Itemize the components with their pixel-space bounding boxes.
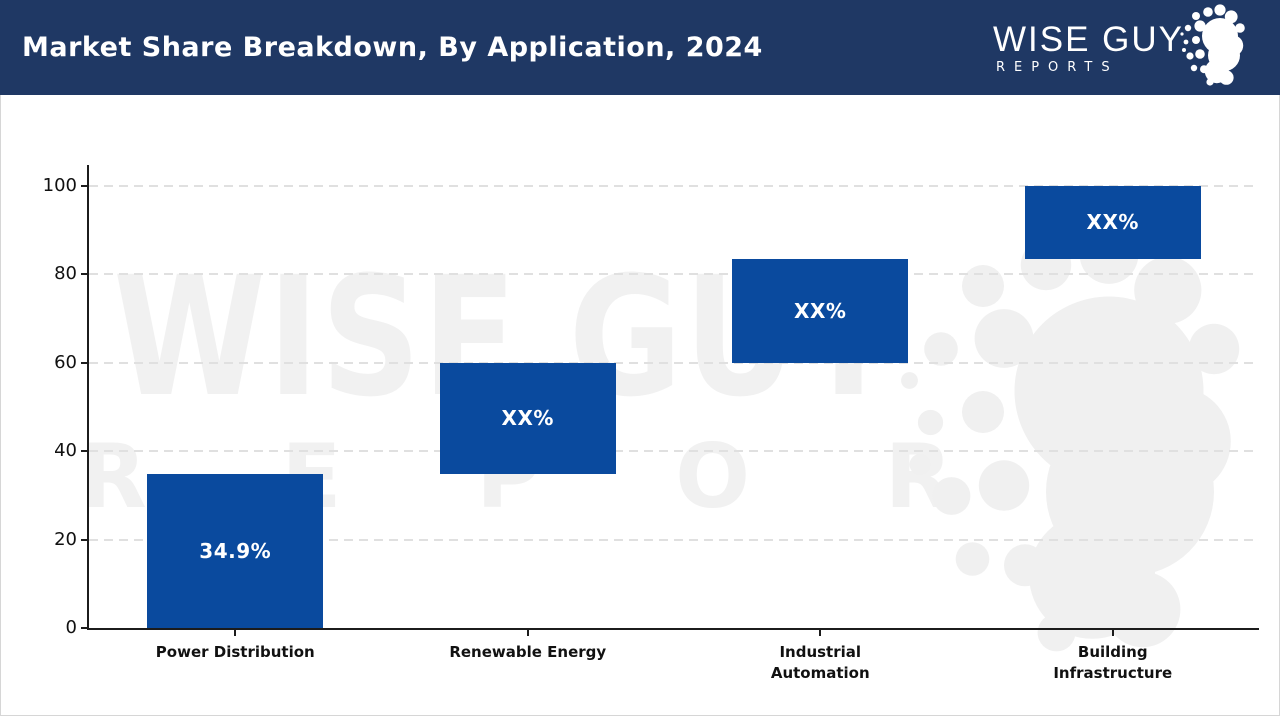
x-axis-category-label-renewable-energy: Renewable Energy bbox=[449, 643, 607, 661]
x-axis-category-label-building-infrastructure: Building Infrastructure bbox=[1053, 643, 1173, 682]
gridline-100 bbox=[89, 185, 1259, 187]
logo-wordmark: WISE GUY bbox=[992, 19, 1184, 59]
y-tick-100 bbox=[81, 185, 88, 187]
bar-value-label-building-infrastructure: XX% bbox=[1086, 210, 1139, 235]
bar-value-label-power-distribution: 34.9% bbox=[199, 538, 272, 563]
y-tick-label-20: 20 bbox=[54, 528, 77, 550]
y-tick-label-40: 40 bbox=[54, 440, 77, 462]
x-tick-building-infrastructure bbox=[1111, 630, 1114, 636]
y-tick-label-100: 100 bbox=[42, 175, 77, 196]
bar-power-distribution: 34.9% bbox=[147, 473, 324, 628]
y-tick-40 bbox=[81, 450, 88, 453]
y-tick-0 bbox=[81, 627, 88, 629]
x-axis bbox=[87, 628, 1259, 630]
header-banner: Market Share Breakdown, By Application, … bbox=[0, 0, 1280, 95]
y-tick-20 bbox=[81, 538, 88, 541]
dotted-head-icon bbox=[1180, 3, 1245, 86]
page-title: Market Share Breakdown, By Application, … bbox=[22, 32, 763, 63]
gridline-60 bbox=[89, 361, 1259, 364]
gridline-80 bbox=[89, 273, 1259, 276]
gridline-40 bbox=[89, 450, 1259, 453]
x-tick-renewable-energy bbox=[526, 630, 529, 636]
y-tick-label-0: 0 bbox=[65, 617, 77, 638]
gridline-20 bbox=[89, 538, 1259, 541]
logo-subtitle: REPORTS bbox=[995, 59, 1119, 75]
logo-text: WISE GUY REPORTS bbox=[993, 22, 1184, 74]
x-axis-category-label-industrial-automation: Industrial Automation bbox=[770, 643, 870, 682]
bar-renewable-energy: XX% bbox=[439, 362, 616, 474]
bar-value-label-industrial-automation: XX% bbox=[794, 298, 847, 323]
bar-value-label-renewable-energy: XX% bbox=[501, 406, 554, 431]
x-tick-industrial-automation bbox=[819, 630, 822, 636]
bar-industrial-automation: XX% bbox=[732, 258, 909, 363]
y-tick-label-80: 80 bbox=[54, 263, 77, 285]
x-tick-power-distribution bbox=[234, 630, 237, 636]
y-tick-60 bbox=[81, 361, 88, 364]
y-tick-80 bbox=[81, 273, 88, 276]
chart-area: WISE GUY R E P O R T S 0 20 40 60 80 100 34.9%… bbox=[0, 95, 1280, 716]
y-tick-label-60: 60 bbox=[54, 351, 77, 373]
wiseguy-logo: WISE GUY REPORTS bbox=[993, 3, 1254, 92]
plot-layer: 0 20 40 60 80 100 34.9% Power Distribution XX% Re… bbox=[1, 95, 1280, 716]
x-axis-category-label-power-distribution: Power Distribution bbox=[155, 643, 315, 661]
bar-building-infrastructure: XX% bbox=[1024, 186, 1201, 259]
y-axis bbox=[87, 165, 89, 630]
